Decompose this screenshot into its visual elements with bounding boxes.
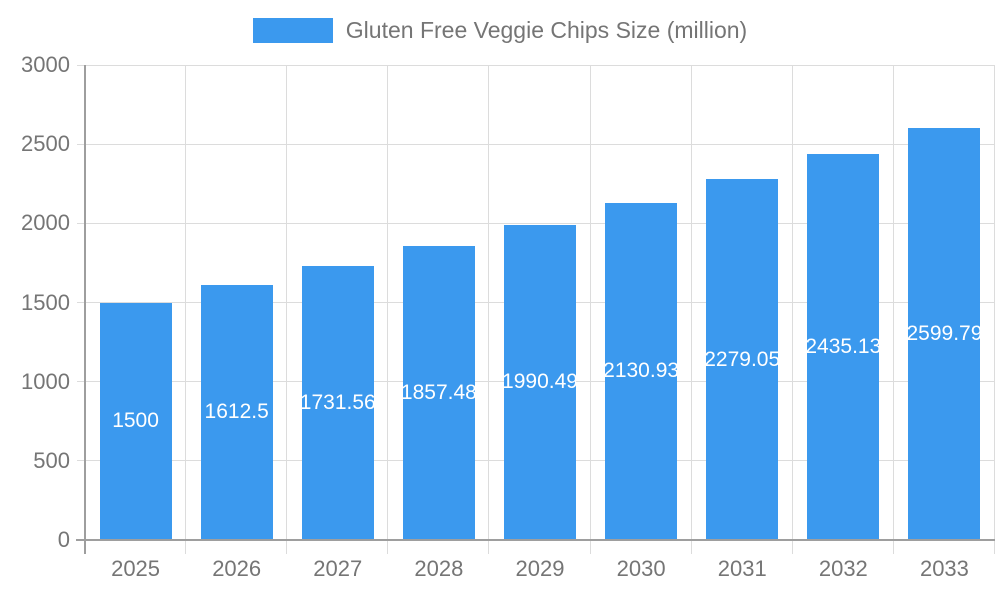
- bar-value-label: 2130.93: [605, 359, 678, 383]
- y-tick-label: 3000: [21, 52, 70, 77]
- gridline-horizontal: [77, 64, 995, 66]
- x-tick-label: 2026: [212, 556, 262, 581]
- x-tick-label: 2033: [919, 556, 969, 581]
- bar-value-label: 2599.79: [908, 322, 981, 346]
- gridline-vertical: [286, 65, 287, 554]
- x-tick-label: 2027: [313, 556, 363, 581]
- legend-item[interactable]: Gluten Free Veggie Chips Size (million): [0, 16, 1000, 44]
- y-tick-label: 1500: [21, 289, 70, 315]
- y-axis-line: [84, 65, 86, 554]
- legend-label: Gluten Free Veggie Chips Size (million): [345, 16, 748, 43]
- gridline-vertical: [691, 65, 692, 554]
- x-tick-label: 2029: [515, 556, 565, 581]
- gridline-vertical: [994, 65, 995, 554]
- y-tick-label: 2500: [21, 131, 70, 157]
- bar-value-label: 1731.56: [301, 390, 374, 414]
- x-tick-label: 2028: [414, 556, 464, 581]
- bar[interactable]: 2130.93: [605, 202, 678, 540]
- y-tick-label: 0: [57, 527, 70, 552]
- plot-area: 0 500 1000 1500 2000 2500 3000 1500 1612.5 1731.5…: [21, 53, 995, 581]
- y-tick-label: 500: [33, 447, 70, 473]
- bar-value-label: 1857.48: [402, 380, 475, 404]
- x-tick-label: 2031: [717, 556, 767, 581]
- gridline-vertical: [792, 65, 793, 554]
- bar-value-label: 2435.13: [807, 335, 880, 359]
- bar[interactable]: 1857.48: [402, 245, 475, 540]
- legend-swatch: [252, 17, 333, 43]
- bar-value-label: 2279.05: [706, 347, 779, 371]
- gridline-vertical: [488, 65, 489, 554]
- bar[interactable]: 1500: [99, 302, 172, 540]
- y-tick-label: 2000: [21, 210, 70, 236]
- bar-value-label: 1990.49: [504, 370, 576, 394]
- gridline-vertical: [893, 65, 894, 554]
- gridline-vertical: [590, 65, 591, 554]
- bar[interactable]: 2599.79: [908, 128, 981, 540]
- bar[interactable]: 1990.49: [504, 224, 576, 540]
- bar[interactable]: 2435.13: [807, 154, 880, 540]
- gridline-horizontal: [77, 222, 995, 224]
- bar[interactable]: 2279.05: [706, 179, 779, 540]
- x-tick-label: 2032: [818, 556, 868, 581]
- x-tick-label: 2030: [616, 556, 666, 581]
- y-tick-label: 1000: [21, 368, 70, 394]
- bar-value-label: 1612.5: [204, 400, 269, 424]
- gridline-vertical: [185, 65, 186, 554]
- bar[interactable]: 1612.5: [200, 284, 273, 540]
- x-tick-label: 2025: [111, 556, 161, 581]
- bar-value-label: 1500: [112, 409, 159, 433]
- x-axis-line: [76, 539, 995, 541]
- bar[interactable]: 1731.56: [301, 265, 374, 540]
- gridline-horizontal: [77, 143, 995, 145]
- gridline-vertical: [387, 65, 388, 554]
